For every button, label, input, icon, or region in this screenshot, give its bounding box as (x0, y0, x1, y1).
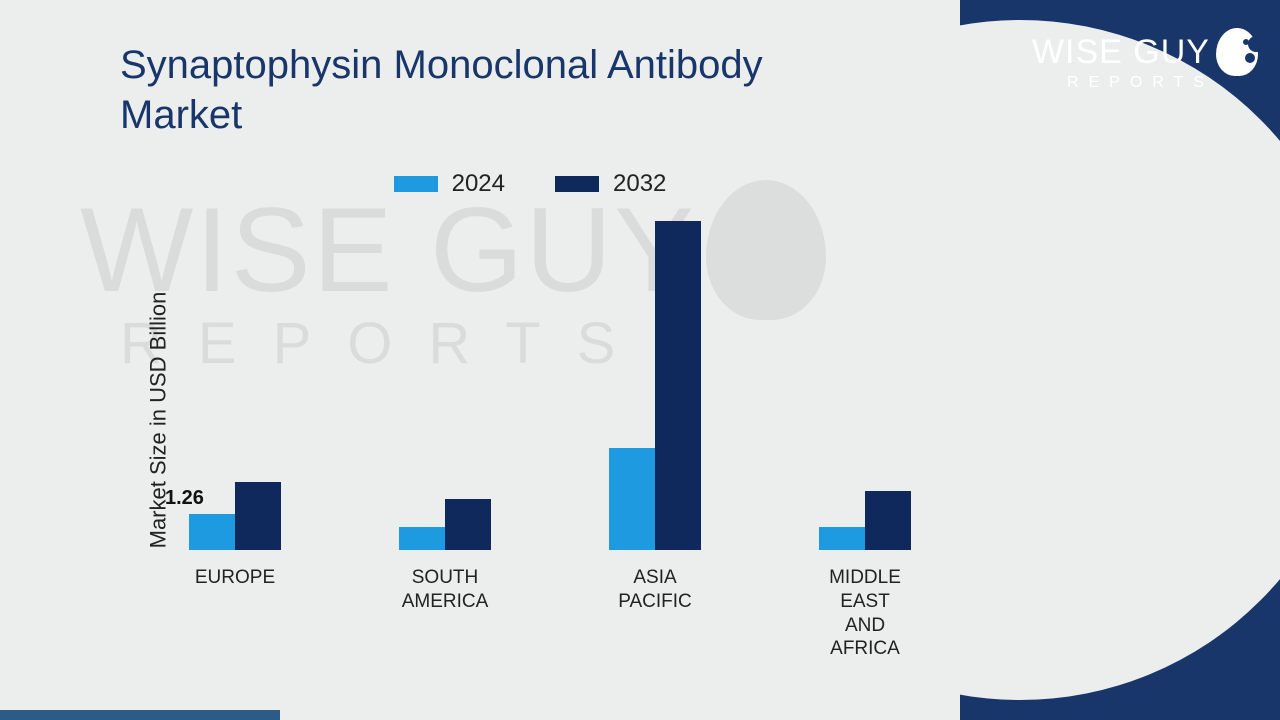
bar-2024 (609, 448, 655, 550)
report-graphic: Synaptophysin Monoclonal Antibody Market… (0, 0, 1280, 720)
bar-group (385, 210, 505, 550)
bar-group (805, 210, 925, 550)
brand-line2: REPORTS (1032, 74, 1214, 92)
head-icon (1216, 28, 1258, 76)
bottom-accent-bar (0, 710, 280, 720)
bar-2024 (819, 527, 865, 550)
x-axis-labels: EUROPE SOUTHAMERICA ASIAPACIFIC MIDDLEEASTA… (130, 560, 970, 670)
bar-group: 1.26 (175, 210, 295, 550)
x-tick-label: EUROPE (175, 560, 295, 670)
bar-2032 (655, 221, 701, 550)
legend-item-2032: 2032 (555, 170, 666, 198)
plot-area: 1.26 (130, 210, 970, 550)
bar-groups: 1.26 (130, 210, 970, 550)
brand-line1: WISE GUY (1032, 33, 1210, 72)
x-tick-label: SOUTHAMERICA (385, 560, 505, 670)
legend-item-2024: 2024 (394, 170, 505, 198)
bar-2024 (189, 514, 235, 550)
bar-2032 (865, 491, 911, 551)
legend-label-2032: 2032 (613, 170, 666, 198)
bar-2024 (399, 527, 445, 550)
legend-swatch-2024 (394, 176, 438, 192)
chart-title: Synaptophysin Monoclonal Antibody Market (120, 40, 880, 140)
bar-chart: Market Size in USD Billion 2024 2032 1.2… (90, 170, 970, 670)
brand-logo: WISE GUY REPORTS (1032, 28, 1258, 92)
legend-swatch-2032 (555, 176, 599, 192)
x-tick-label: MIDDLEEASTANDAFRICA (805, 560, 925, 670)
bar-value-label: 1.26 (165, 487, 204, 510)
legend: 2024 2032 (90, 170, 970, 198)
x-tick-label: ASIAPACIFIC (595, 560, 715, 670)
bar-group (595, 210, 715, 550)
bar-2032 (445, 499, 491, 550)
bar-2032 (235, 482, 281, 550)
legend-label-2024: 2024 (452, 170, 505, 198)
